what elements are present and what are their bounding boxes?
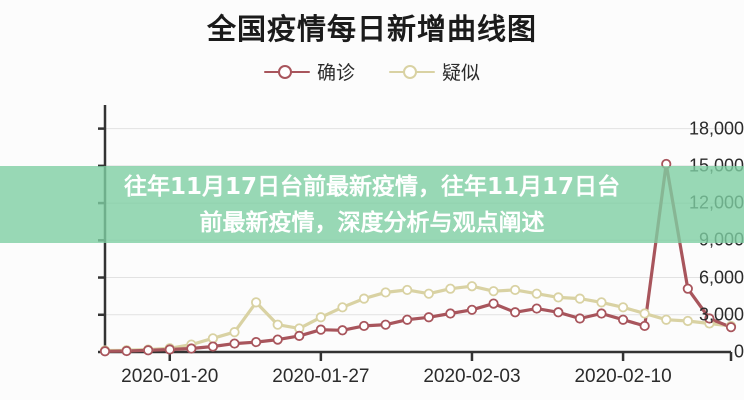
x-axis-tick-label: 2020-01-20: [121, 366, 219, 387]
overlay-banner-text: 往年11月17日台前最新疫情，往年11月17日台 前最新疫情，深度分析与观点阐述: [0, 166, 744, 243]
legend-item-confirmed[interactable]: 确诊: [263, 58, 355, 85]
x-axis-tick-label: 2020-02-03: [423, 366, 521, 387]
overlay-line-1: 往年11月17日台前最新疫情，往年11月17日台: [123, 173, 621, 200]
legend-marker-confirmed: [263, 63, 310, 81]
y-axis-tick-label: 6,000: [698, 267, 744, 288]
y-axis-tick-label: 18,000: [688, 118, 744, 139]
legend-label-confirmed: 确诊: [316, 62, 355, 84]
legend-item-suspected[interactable]: 疑似: [389, 58, 480, 85]
line-chart-svg: [98, 105, 737, 361]
x-axis-tick-label: 2020-01-27: [272, 366, 370, 387]
x-axis-tick-label: 2020-02-10: [574, 366, 672, 387]
overlay-banner-background: [0, 166, 744, 243]
page-title: 全国疫情每日新增曲线图: [206, 12, 537, 46]
y-axis-tick-label: 3,000: [698, 304, 744, 325]
y-axis-tick-label: 0: [733, 341, 744, 362]
chart-legend: 确诊 疑似: [0, 58, 744, 85]
x-axis-tick-labels: 2020-01-20 2020-01-27 2020-02-03 2020-02-10: [0, 366, 744, 396]
legend-label-suspected: 疑似: [442, 62, 481, 84]
overlay-line-2: 前最新疫情，深度分析与观点阐述: [199, 209, 545, 236]
legend-marker-suspected: [389, 63, 435, 81]
